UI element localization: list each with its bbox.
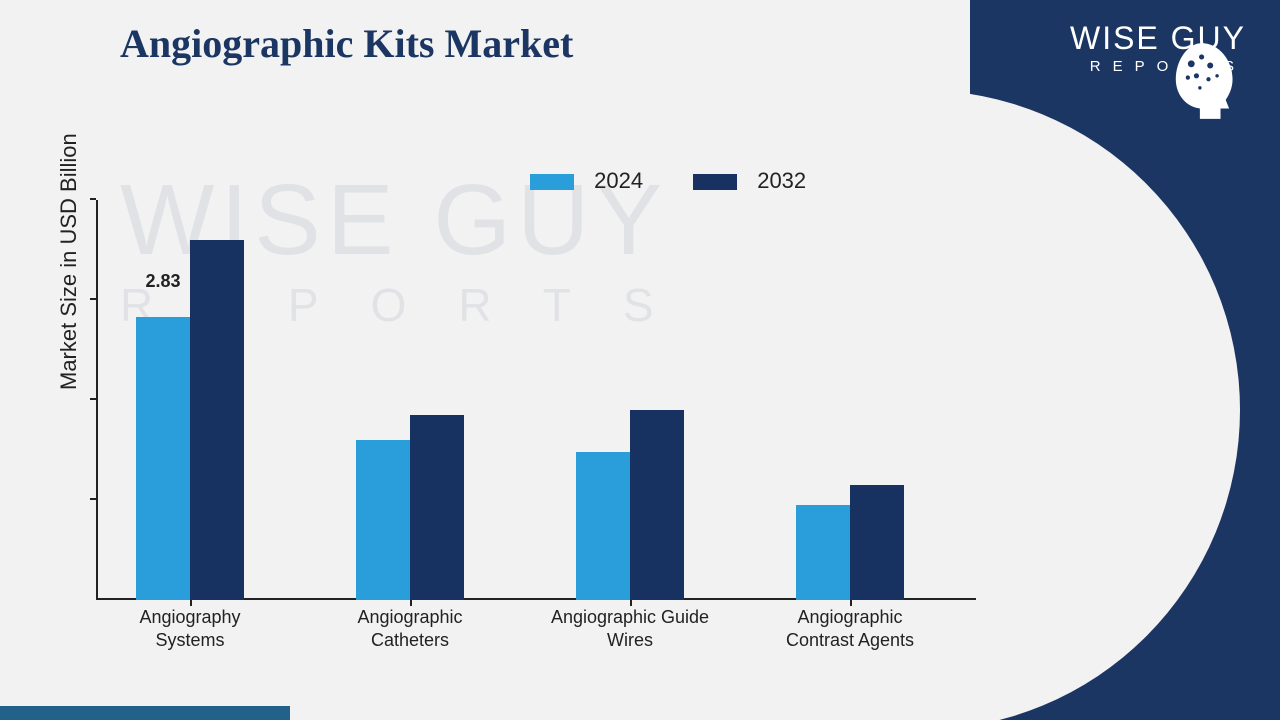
y-tick — [90, 298, 96, 300]
bar — [796, 505, 850, 600]
y-tick — [90, 498, 96, 500]
legend-swatch-2024 — [530, 174, 574, 190]
legend: 2024 2032 — [530, 168, 806, 194]
page: WISE GUY REPORTS WISE GUY REPORTS Angiog… — [0, 0, 1280, 720]
y-tick — [90, 198, 96, 200]
legend-item-2032: 2032 — [693, 168, 806, 194]
category-label: Angiography Systems — [105, 606, 275, 651]
bottom-accent-bar — [0, 706, 290, 720]
category-label: Angiographic Contrast Agents — [765, 606, 935, 651]
legend-item-2024: 2024 — [530, 168, 643, 194]
brain-head-icon — [1150, 38, 1236, 124]
y-axis-label: Market Size in USD Billion — [56, 133, 82, 390]
y-axis — [96, 200, 98, 600]
legend-swatch-2032 — [693, 174, 737, 190]
logo: WISE GUY REPORTS — [986, 22, 1246, 75]
bar — [190, 240, 244, 600]
bar — [850, 485, 904, 600]
chart-title: Angiographic Kits Market — [120, 20, 573, 67]
bar — [356, 440, 410, 600]
bar — [136, 317, 190, 600]
legend-label-2024: 2024 — [594, 168, 643, 193]
category-label: Angiographic Catheters — [325, 606, 495, 651]
bar — [576, 452, 630, 600]
bar-value-label: 2.83 — [145, 271, 180, 292]
bar — [410, 415, 464, 600]
y-tick — [90, 398, 96, 400]
category-label: Angiographic Guide Wires — [545, 606, 715, 651]
bar-chart: 2.83Angiography SystemsAngiographic Cath… — [96, 200, 976, 600]
bar — [630, 410, 684, 600]
legend-label-2032: 2032 — [757, 168, 806, 193]
